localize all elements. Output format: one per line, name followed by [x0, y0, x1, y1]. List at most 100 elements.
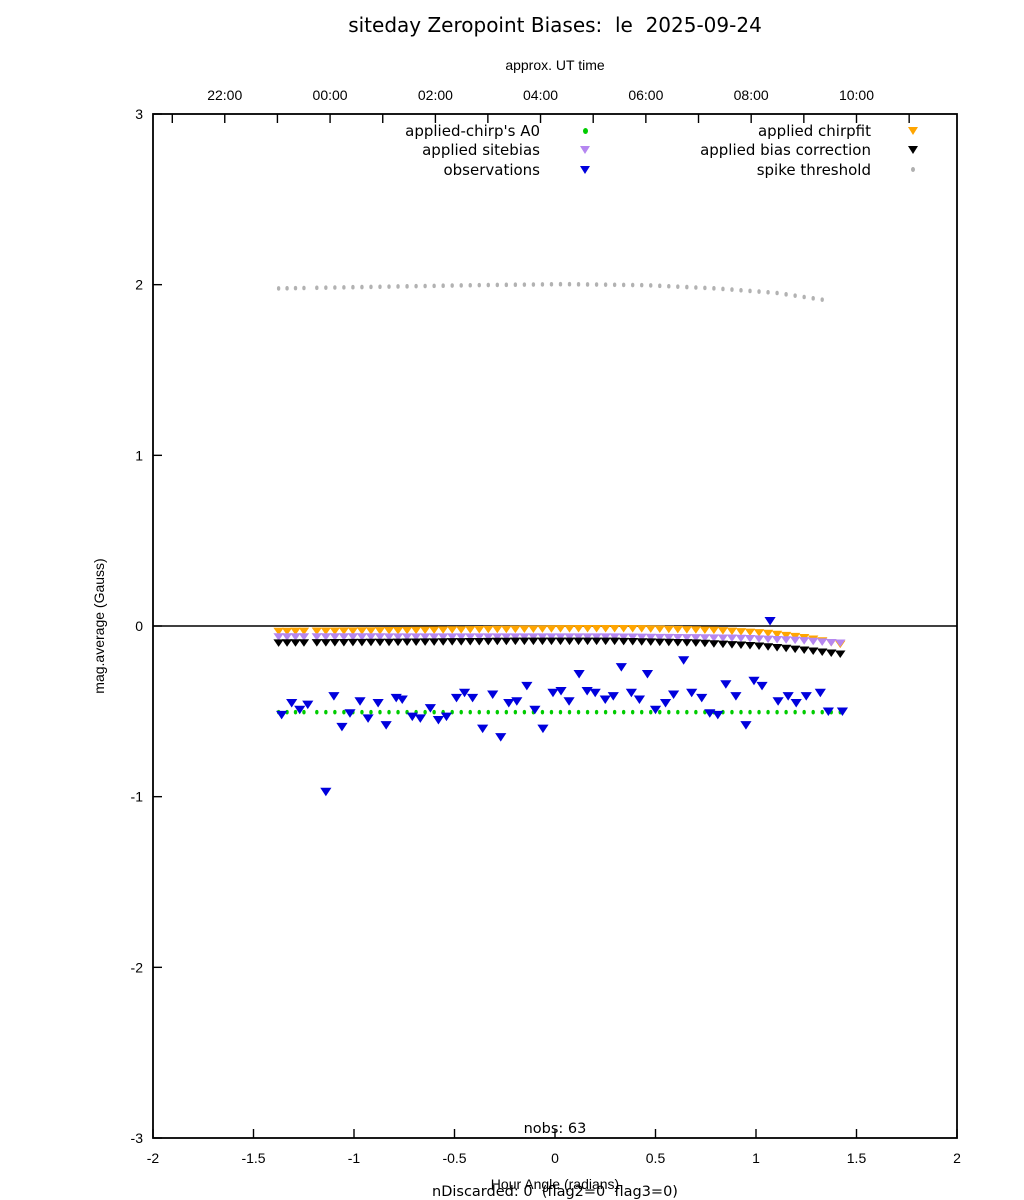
marker-triangle: [410, 633, 422, 641]
marker-dot: [540, 282, 545, 287]
dot-icon: [582, 127, 588, 134]
marker-triangle: [744, 628, 756, 637]
marker-triangle: [636, 638, 647, 646]
marker-dot: [387, 709, 391, 715]
marker-triangle: [625, 688, 637, 698]
marker-triangle: [696, 693, 708, 703]
marker-triangle: [600, 633, 611, 641]
marker-triangle: [510, 625, 521, 634]
marker-dot: [342, 285, 346, 290]
marker-dot: [477, 282, 481, 288]
marker-triangle: [428, 638, 440, 646]
legend-row: observations: [280, 160, 592, 180]
marker-triangle: [410, 626, 422, 635]
marker-triangle: [645, 625, 656, 633]
marker-triangle: [440, 712, 453, 722]
marker-triangle: [649, 705, 662, 715]
marker-triangle: [290, 633, 301, 641]
marker-triangle: [519, 633, 530, 641]
marker-dot: [649, 709, 653, 715]
marker-triangle: [281, 639, 293, 647]
x-tick-label: 0.5: [646, 1150, 666, 1166]
marker-triangle: [789, 645, 801, 654]
x-tick-label: -2: [147, 1150, 160, 1166]
marker-dot: [667, 709, 671, 715]
marker-triangle: [712, 710, 724, 720]
marker-dot: [730, 709, 734, 715]
ndiscarded-text: nDiscarded: 0 (flag2=0 flag3=0): [432, 1184, 678, 1200]
triangle-down-icon: [580, 146, 590, 155]
series-spike-threshold: [276, 281, 824, 302]
marker-dot: [276, 286, 281, 291]
marker-triangle: [814, 688, 826, 698]
marker-triangle: [798, 646, 810, 655]
marker-triangle: [817, 638, 828, 646]
marker-dot: [784, 292, 788, 297]
legend-marker-box: [578, 146, 592, 155]
y-axis-title: mag.average (Gauss): [91, 558, 107, 694]
marker-triangle: [762, 635, 774, 644]
marker-triangle: [720, 680, 732, 689]
marker-triangle: [356, 633, 368, 641]
marker-dot: [522, 282, 527, 287]
marker-dot: [676, 284, 680, 289]
marker-triangle: [365, 633, 377, 641]
marker-triangle: [717, 627, 729, 635]
marker-triangle: [401, 638, 413, 647]
marker-dot: [360, 709, 364, 715]
marker-triangle: [699, 626, 711, 634]
series-applied-bias-correction: [273, 637, 846, 659]
x-tick-label: 1: [752, 1150, 760, 1166]
marker-triangle: [437, 626, 449, 634]
marker-dot: [630, 282, 635, 288]
marker-triangle: [290, 627, 301, 636]
marker-triangle: [654, 638, 665, 647]
marker-dot: [621, 282, 626, 288]
marker-triangle: [817, 648, 828, 657]
marker-triangle: [735, 628, 747, 636]
marker-triangle: [450, 693, 463, 703]
marker-triangle: [354, 697, 366, 706]
marker-triangle: [672, 625, 684, 634]
marker-triangle: [302, 700, 314, 710]
marker-triangle: [311, 633, 323, 641]
marker-triangle: [681, 634, 693, 642]
marker-triangle: [753, 642, 765, 651]
marker-triangle: [826, 649, 837, 658]
nobs-text: nobs: 63: [523, 1121, 587, 1137]
marker-triangle: [744, 635, 756, 643]
marker-triangle: [740, 721, 752, 730]
marker-dot: [302, 285, 306, 291]
marker-triangle: [501, 637, 512, 646]
marker-triangle: [789, 636, 801, 645]
top-tick-label: 10:00: [839, 87, 874, 103]
triangle-down-icon: [908, 126, 918, 135]
y-tick-label: 3: [135, 106, 143, 122]
marker-triangle: [537, 724, 549, 734]
marker-dot: [784, 709, 788, 715]
marker-dot: [459, 283, 463, 288]
marker-dot: [513, 282, 518, 288]
marker-dot: [504, 282, 509, 288]
marker-dot: [396, 284, 400, 289]
marker-dot: [766, 709, 770, 715]
marker-triangle: [726, 627, 738, 636]
marker-triangle: [663, 625, 674, 634]
marker-dot: [676, 709, 680, 715]
marker-triangle: [328, 692, 340, 701]
legend-row: applied chirpfit: [568, 121, 920, 141]
marker-triangle: [401, 626, 413, 635]
marker-triangle: [609, 633, 620, 641]
marker-triangle: [338, 627, 350, 635]
marker-triangle: [609, 625, 620, 633]
marker-triangle: [615, 663, 627, 672]
marker-triangle: [406, 712, 418, 722]
marker-triangle: [419, 638, 431, 646]
marker-triangle: [374, 638, 386, 647]
triangle-down-icon: [908, 146, 918, 155]
marker-dot: [658, 709, 662, 715]
marker-triangle: [780, 636, 792, 644]
marker-triangle: [336, 722, 348, 732]
marker-triangle: [591, 637, 602, 646]
